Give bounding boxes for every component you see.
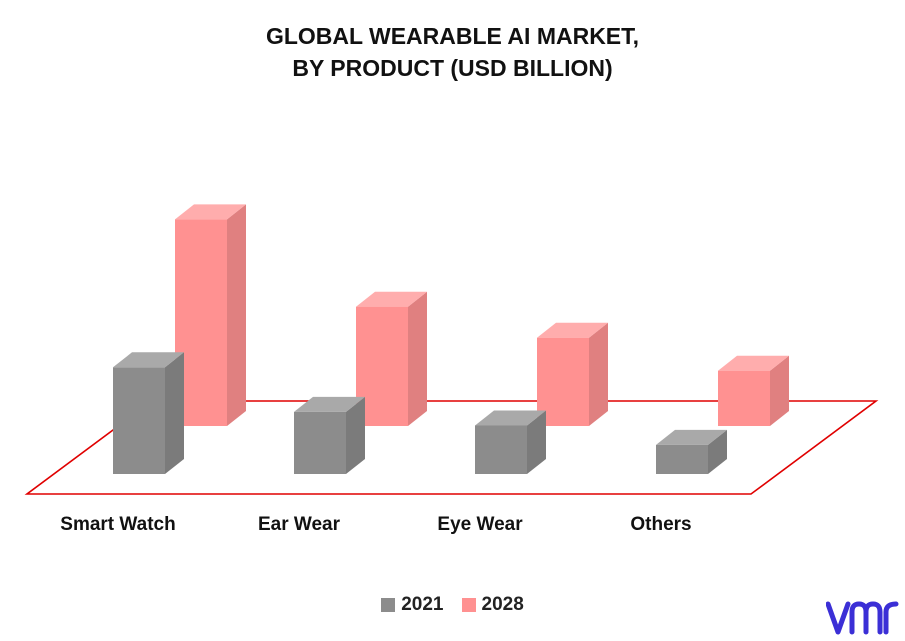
x-tick-label-smart-watch: Smart Watch bbox=[60, 514, 175, 535]
bar-2021-smart-watch-side bbox=[165, 352, 184, 474]
chart-title: GLOBAL WEARABLE AI MARKET, BY PRODUCT (U… bbox=[0, 20, 905, 84]
bar-2028-ear-wear-top bbox=[356, 291, 427, 307]
bar-2028-smart-watch-top bbox=[175, 204, 246, 220]
legend-item-2021: 2021 bbox=[381, 594, 444, 616]
chart-legend: 2021 2028 bbox=[0, 594, 905, 616]
bar-2028-smart-watch-side bbox=[227, 204, 246, 426]
chart-title-line-2: BY PRODUCT (USD BILLION) bbox=[292, 55, 613, 81]
legend-label-2028: 2028 bbox=[481, 594, 524, 615]
bar-2028-others bbox=[718, 370, 770, 426]
legend-label-2021: 2021 bbox=[401, 594, 444, 615]
chart-title-line-1: GLOBAL WEARABLE AI MARKET, bbox=[265, 23, 640, 49]
bar-2028-others-side bbox=[770, 355, 789, 426]
bar-2021-ear-wear-side bbox=[346, 396, 365, 474]
vmr-logo-icon bbox=[826, 601, 899, 635]
chart-floor bbox=[24, 400, 879, 495]
bar-2021-eye-wear bbox=[475, 425, 527, 474]
x-tick-label-others: Others bbox=[630, 514, 691, 535]
bar-2021-others-side bbox=[708, 429, 727, 474]
bar-2021-ear-wear-top bbox=[294, 396, 365, 412]
x-tick-label-eye-wear: Eye Wear bbox=[437, 514, 523, 535]
bar-2028-others-top bbox=[718, 355, 789, 371]
bar-2021-smart-watch-top bbox=[113, 352, 184, 368]
x-tick-label-ear-wear: Ear Wear bbox=[258, 514, 341, 535]
legend-swatch-2021 bbox=[381, 598, 396, 612]
bar-2021-eye-wear-side bbox=[527, 410, 546, 474]
bar-2021-ear-wear bbox=[294, 411, 346, 474]
bar-2028-eye-wear-side bbox=[589, 322, 608, 426]
bar-2028-ear-wear-side bbox=[408, 291, 427, 426]
legend-swatch-2028 bbox=[461, 598, 476, 612]
bar-2021-eye-wear-top bbox=[475, 410, 546, 426]
bar-2021-smart-watch bbox=[113, 367, 165, 474]
bar-2028-eye-wear-top bbox=[537, 322, 608, 338]
bar-2021-others bbox=[656, 444, 708, 474]
bar-2021-others-top bbox=[656, 429, 727, 445]
legend-item-2028: 2028 bbox=[461, 594, 524, 616]
